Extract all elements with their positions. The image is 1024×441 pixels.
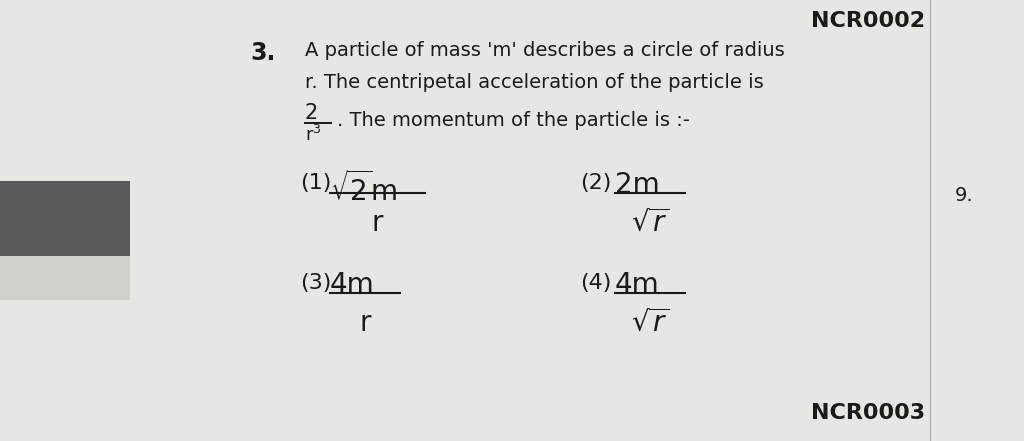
Text: (4): (4) [580, 273, 611, 293]
Text: r$^3$: r$^3$ [305, 125, 322, 145]
Text: NCR0002: NCR0002 [811, 11, 925, 31]
Text: 4m: 4m [330, 271, 375, 299]
Text: (1): (1) [300, 173, 332, 193]
Text: $\sqrt{2}$m: $\sqrt{2}$m [330, 171, 397, 207]
Text: 2m: 2m [615, 171, 659, 199]
Text: . The momentum of the particle is :-: . The momentum of the particle is :- [337, 111, 690, 130]
Text: r: r [372, 209, 383, 237]
Text: 4m: 4m [615, 271, 659, 299]
Text: 2: 2 [305, 103, 318, 123]
Text: NCR0003: NCR0003 [811, 403, 925, 423]
FancyBboxPatch shape [0, 181, 130, 256]
Text: (2): (2) [580, 173, 611, 193]
Text: r: r [359, 309, 371, 337]
Text: A particle of mass 'm' describes a circle of radius: A particle of mass 'm' describes a circl… [305, 41, 784, 60]
Text: r. The centripetal acceleration of the particle is: r. The centripetal acceleration of the p… [305, 73, 764, 92]
FancyBboxPatch shape [0, 256, 130, 300]
Text: (3): (3) [300, 273, 332, 293]
Text: $\sqrt{r}$: $\sqrt{r}$ [631, 309, 669, 337]
Text: $\sqrt{r}$: $\sqrt{r}$ [631, 209, 669, 237]
Text: 3.: 3. [250, 41, 275, 65]
Text: 9.: 9. [955, 186, 974, 205]
